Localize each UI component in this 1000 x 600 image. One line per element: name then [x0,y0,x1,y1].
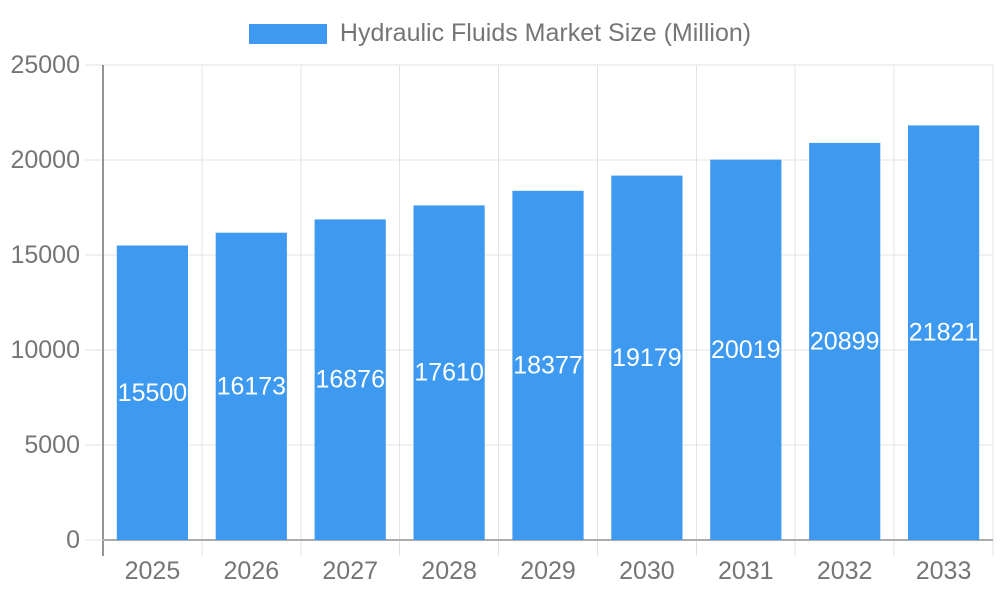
bar-2028[interactable] [413,205,485,540]
x-tick-label: 2029 [520,557,576,585]
x-tick-label: 2033 [916,557,972,585]
x-tick-label: 2026 [224,557,280,585]
bar-2032[interactable] [809,142,881,540]
bar-2026[interactable] [215,232,287,540]
bar-value-label: 15500 [118,379,188,407]
y-tick-label: 20000 [10,146,80,174]
bar-2030[interactable] [611,175,683,540]
y-tick-label: 5000 [24,431,80,459]
bar-value-label: 16173 [217,372,287,400]
bar-value-label: 16876 [315,366,385,394]
bar-value-label: 20899 [810,327,880,355]
bar-2029[interactable] [512,190,584,541]
bar-value-label: 17610 [414,359,484,387]
y-tick-label: 0 [66,526,80,554]
legend-swatch [248,23,327,44]
x-tick-label: 2027 [322,557,378,585]
bar-value-label: 19179 [612,344,682,372]
x-tick-label: 2032 [817,557,873,585]
bar-2031[interactable] [710,159,782,540]
bar-2027[interactable] [314,219,386,540]
y-tick-label: 25000 [10,51,80,79]
bar-value-label: 18377 [513,351,583,379]
bar-2025[interactable] [116,245,188,541]
x-tick-label: 2028 [421,557,477,585]
x-tick-label: 2030 [619,557,675,585]
y-tick-label: 15000 [10,241,80,269]
bar-value-label: 20019 [711,336,781,364]
legend[interactable]: Hydraulic Fluids Market Size (Million) [0,19,1000,48]
x-tick-label: 2031 [718,557,774,585]
bar-2033[interactable] [908,125,980,541]
legend-label: Hydraulic Fluids Market Size (Million) [339,19,752,47]
x-tick-label: 2025 [125,557,181,585]
y-tick-label: 10000 [10,336,80,364]
bar-value-label: 21821 [909,319,979,347]
